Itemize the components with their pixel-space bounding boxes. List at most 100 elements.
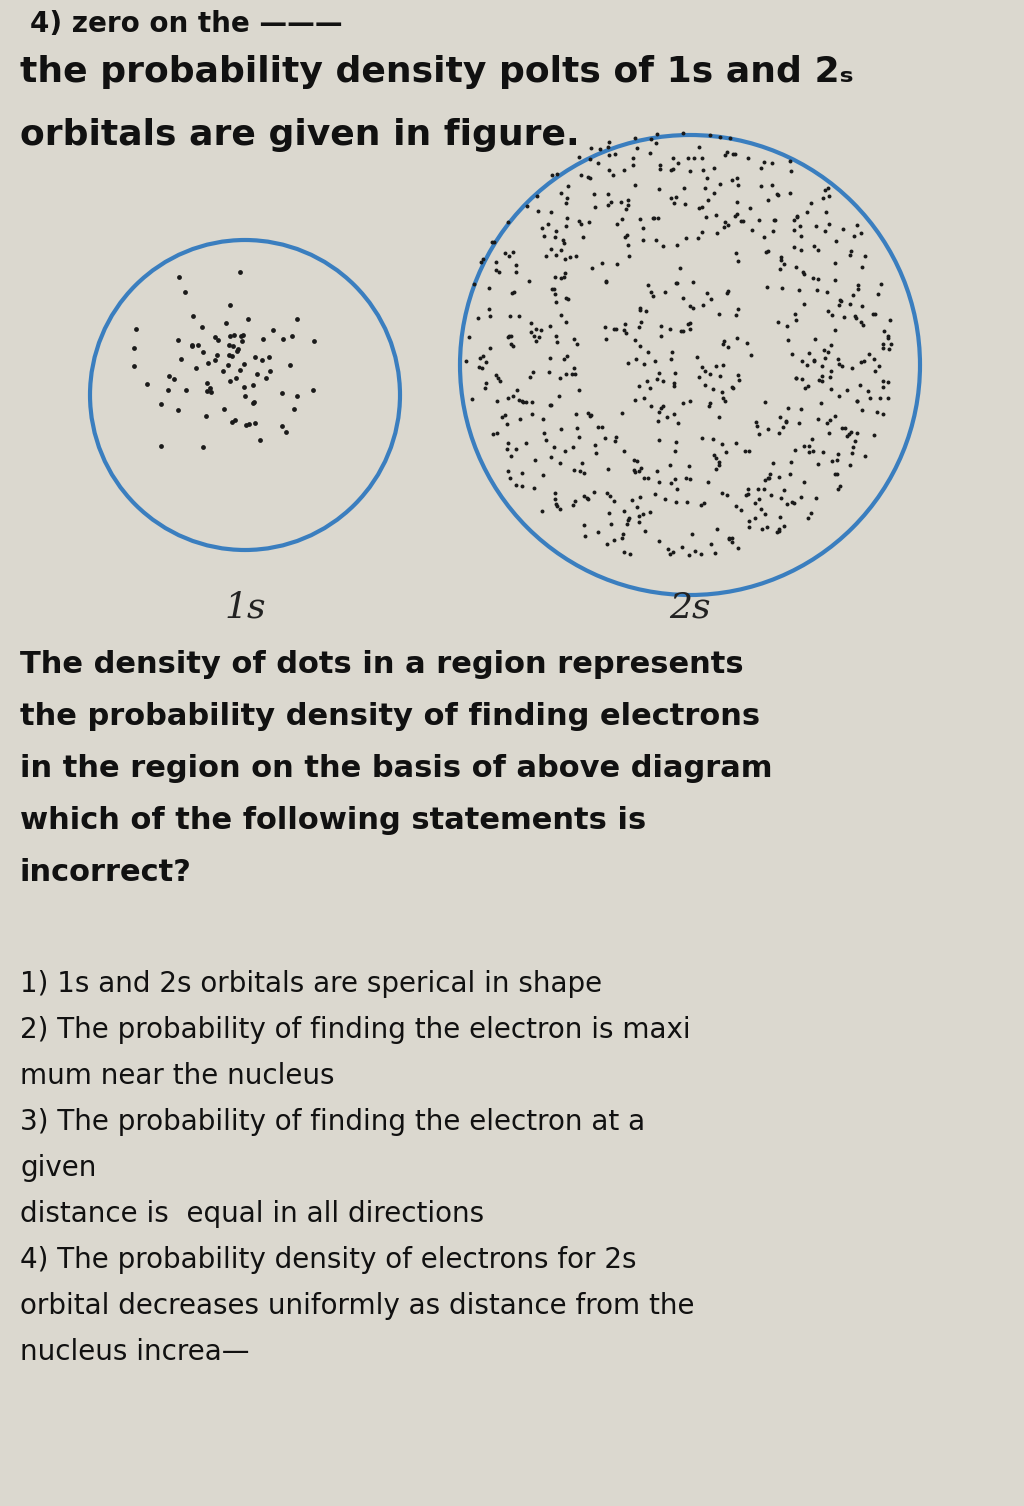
Point [760,465,776,489]
Point [518,390,535,414]
Point [654,235,671,259]
Point [286,396,302,420]
Point [583,137,599,161]
Point [777,410,794,434]
Point [622,244,638,268]
Point [482,336,499,360]
Point [547,282,563,306]
Point [765,452,781,476]
Point [779,396,796,420]
Point [729,297,745,321]
Point [785,208,802,232]
Point [758,239,774,264]
Point [705,428,721,452]
Point [756,477,772,501]
Point [771,518,787,542]
Point [805,265,821,289]
Point [282,354,298,378]
Point [629,136,645,160]
Point [843,420,859,444]
Point [560,288,577,312]
Point [842,453,858,477]
Point [636,386,652,410]
Point [827,229,844,253]
Point [536,464,552,488]
Point [729,190,745,214]
Point [667,438,683,462]
Point [842,292,858,316]
Point [826,462,843,486]
Point [556,346,572,370]
Point [768,520,784,544]
Point [751,486,767,511]
Point [605,527,622,551]
Point [556,440,572,464]
Point [835,217,851,241]
Point [880,327,896,351]
Point [827,405,844,429]
Point [618,223,635,247]
Point [830,441,847,465]
Point [865,348,882,372]
Point [818,411,835,435]
Point [487,258,504,282]
Point [548,324,564,348]
Point [581,209,597,233]
Point [749,414,765,438]
Point [714,380,730,404]
Point [577,524,593,548]
Point [258,366,274,390]
Point [678,226,694,250]
Point [503,331,519,355]
Point [502,465,518,489]
Point [262,358,279,383]
Point [831,288,848,312]
Point [636,352,652,376]
Point [786,303,803,327]
Point [166,366,182,390]
Point [568,331,585,355]
Point [566,327,583,351]
Point [849,390,865,414]
Point [712,125,728,149]
Point [716,214,732,238]
Point [719,483,735,508]
Point [648,131,665,155]
Point [484,422,501,446]
Point [788,203,805,227]
Point [626,447,642,471]
Point [237,384,253,408]
Point [518,431,535,455]
Point [506,280,522,304]
Point [535,498,551,523]
Point [796,434,812,458]
Point [573,212,590,236]
Point [728,494,744,518]
Point [708,446,724,470]
Point [656,486,673,511]
Point [557,261,573,285]
Point [525,360,542,384]
Point [636,465,652,489]
Point [810,267,826,291]
Point [724,530,740,554]
Point [606,488,623,512]
Point [492,369,508,393]
Point [631,459,647,483]
Point [860,380,877,404]
Point [543,236,559,261]
Point [621,506,637,530]
Point [207,348,223,372]
Point [583,404,599,428]
Point [793,485,809,509]
Point [632,485,648,509]
Point [760,417,776,441]
Point [126,354,142,378]
Point [548,220,564,244]
Point [524,402,541,426]
Point [642,500,658,524]
Point [614,521,631,545]
Point [601,143,617,167]
Point [781,149,798,173]
Point [848,306,864,330]
